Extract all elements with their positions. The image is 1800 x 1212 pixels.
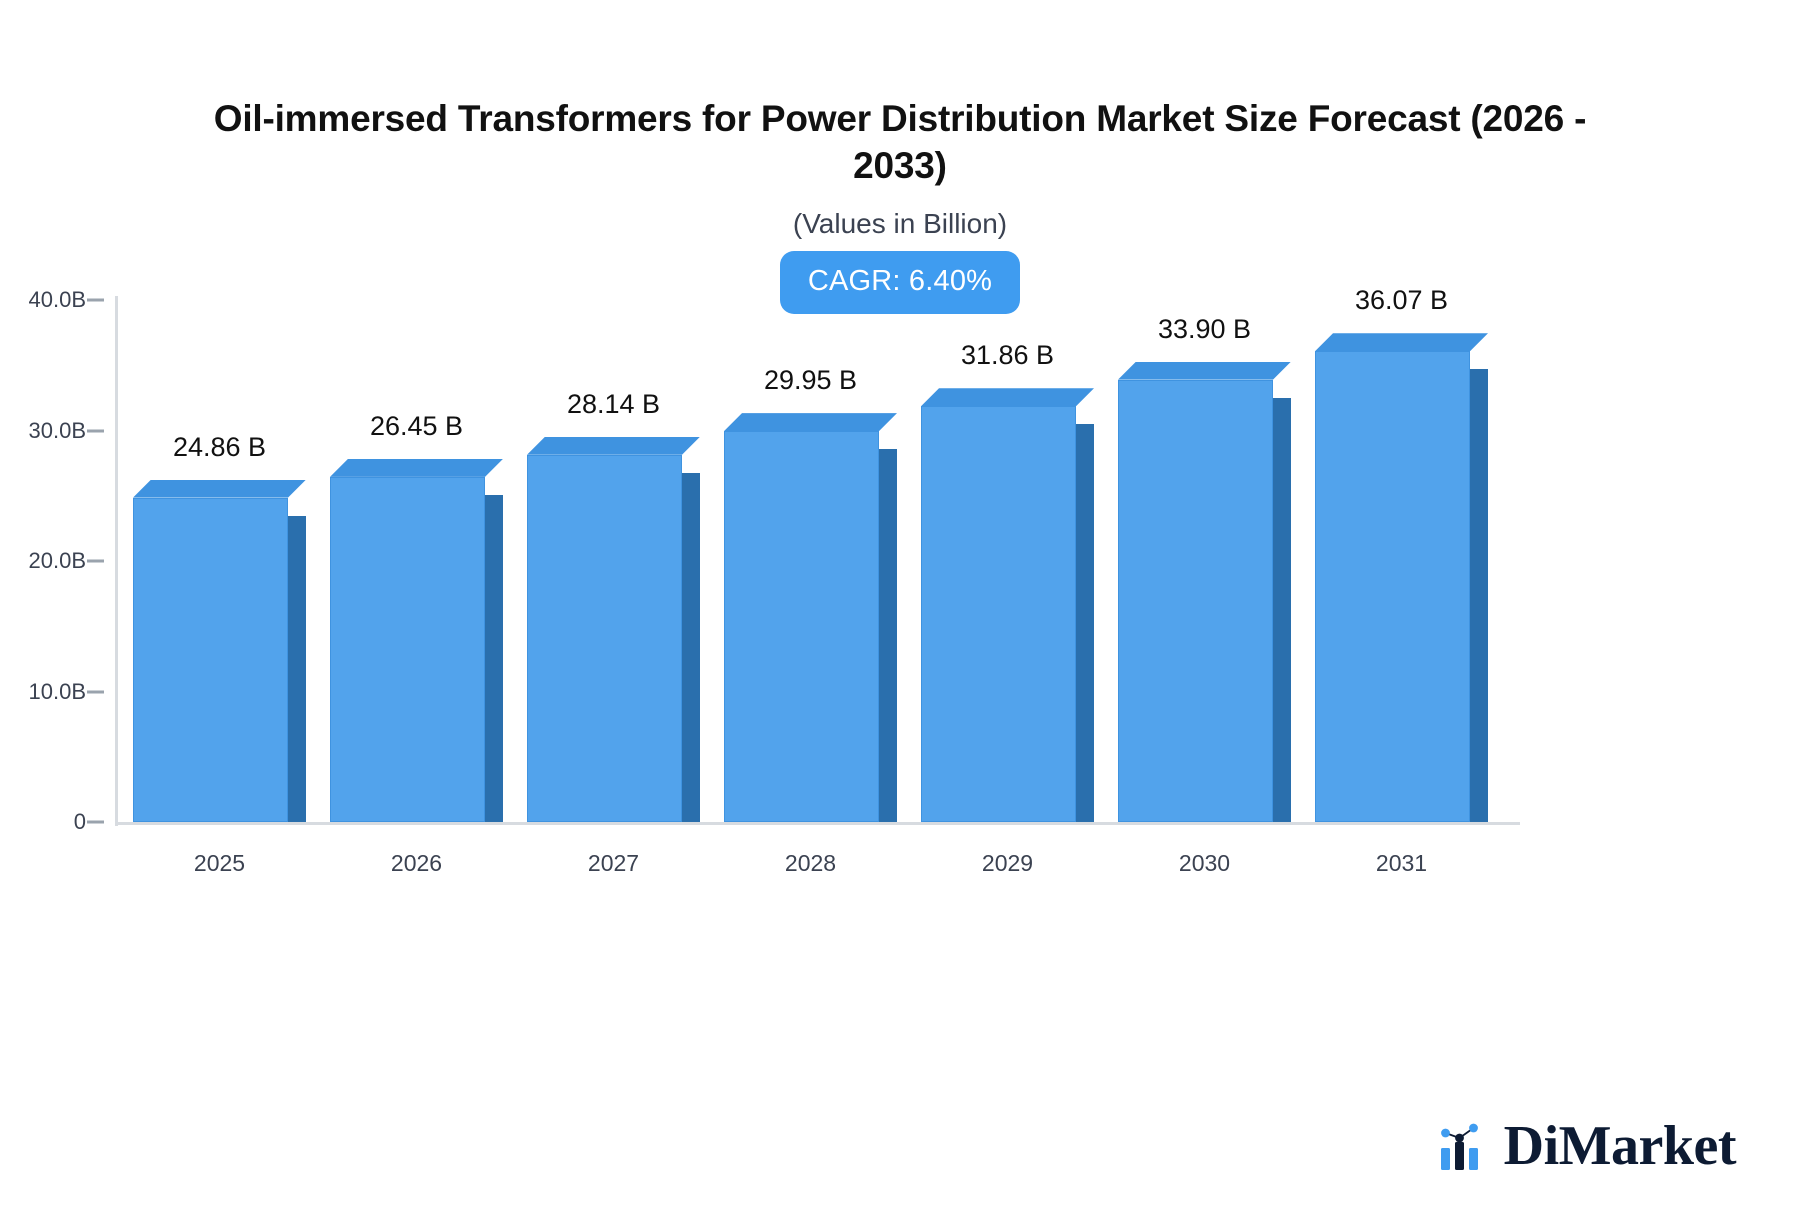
y-axis-tick-label: 10.0B	[28, 678, 87, 704]
cagr-badge: CAGR: 6.40%	[779, 250, 1021, 314]
bar-2029[interactable]	[921, 406, 1094, 822]
bar-value-label: 24.86 B	[172, 431, 267, 462]
x-axis-line	[115, 822, 1520, 825]
bar-value-label: 26.45 B	[369, 410, 464, 441]
y-axis-line	[115, 296, 118, 826]
bar-side-face	[288, 515, 306, 822]
bar-top-face	[133, 480, 306, 498]
y-axis-tick-mark	[87, 429, 104, 432]
bar-side-face	[1076, 424, 1094, 822]
bar-front-face	[1315, 351, 1470, 822]
bar-side-face	[1273, 397, 1291, 822]
bar-2025[interactable]	[133, 498, 306, 822]
bar-top-face	[1118, 362, 1291, 380]
chart-header: Oil-immersed Transformers for Power Dist…	[0, 0, 1800, 314]
y-axis-tick-label: 0	[73, 809, 86, 834]
x-axis-tick-label: 2028	[784, 850, 837, 876]
brand-name: DiMarket	[1503, 1115, 1737, 1177]
x-axis-tick-label: 2025	[193, 850, 246, 876]
y-axis-tick-mark	[87, 559, 104, 563]
brand-logo: DiMarket	[1438, 1115, 1737, 1177]
bar-top-face	[1315, 333, 1488, 351]
bar-front-face	[1118, 379, 1273, 822]
bar-front-face	[527, 454, 682, 822]
bar-side-face	[879, 449, 897, 822]
x-axis-tick-label: 2030	[1178, 850, 1231, 876]
x-axis-tick-label: 2031	[1375, 850, 1428, 876]
bar-top-face	[527, 437, 700, 455]
bar-front-face	[330, 476, 485, 822]
bar-value-label: 36.07 B	[1354, 285, 1449, 316]
bar-2026[interactable]	[330, 477, 503, 822]
bar-value-label: 29.95 B	[763, 365, 858, 396]
page-title: Oil-immersed Transformers for Power Dist…	[213, 98, 1587, 186]
bar-top-face	[330, 459, 503, 477]
x-axis-tick-label: 2026	[390, 850, 443, 876]
y-axis-tick-mark	[87, 298, 104, 302]
bar-side-face	[485, 494, 503, 822]
y-axis-tick-mark	[87, 820, 104, 824]
bar-side-face	[1470, 369, 1488, 822]
y-axis-tick-label: 40.0B	[28, 287, 87, 312]
bar-value-label: 28.14 B	[566, 388, 661, 419]
x-axis-tick-label: 2029	[981, 850, 1034, 876]
bar-2027[interactable]	[527, 455, 700, 822]
bar-front-face	[724, 431, 879, 822]
cagr-badge-container: CAGR: 6.40%	[0, 250, 1800, 314]
y-axis-tick-label: 30.0B	[28, 417, 87, 443]
bar-chart-icon	[1440, 1123, 1478, 1170]
bar-side-face	[682, 472, 700, 822]
bar-value-label: 33.90 B	[1157, 313, 1252, 344]
bar-2028[interactable]	[724, 431, 897, 822]
y-axis-tick-label: 20.0B	[28, 548, 87, 573]
x-axis-tick-label: 2027	[587, 850, 640, 876]
bar-front-face	[921, 406, 1076, 822]
chart-subtitle: (Values in Billion)	[792, 207, 1008, 239]
bar-value-label: 31.86 B	[960, 340, 1055, 371]
bar-front-face	[133, 497, 288, 822]
bar-top-face	[724, 413, 897, 431]
bar-2031[interactable]	[1315, 351, 1488, 822]
bar-top-face	[921, 388, 1094, 406]
bar-2030[interactable]	[1118, 380, 1291, 822]
y-axis-tick-mark	[87, 690, 104, 693]
